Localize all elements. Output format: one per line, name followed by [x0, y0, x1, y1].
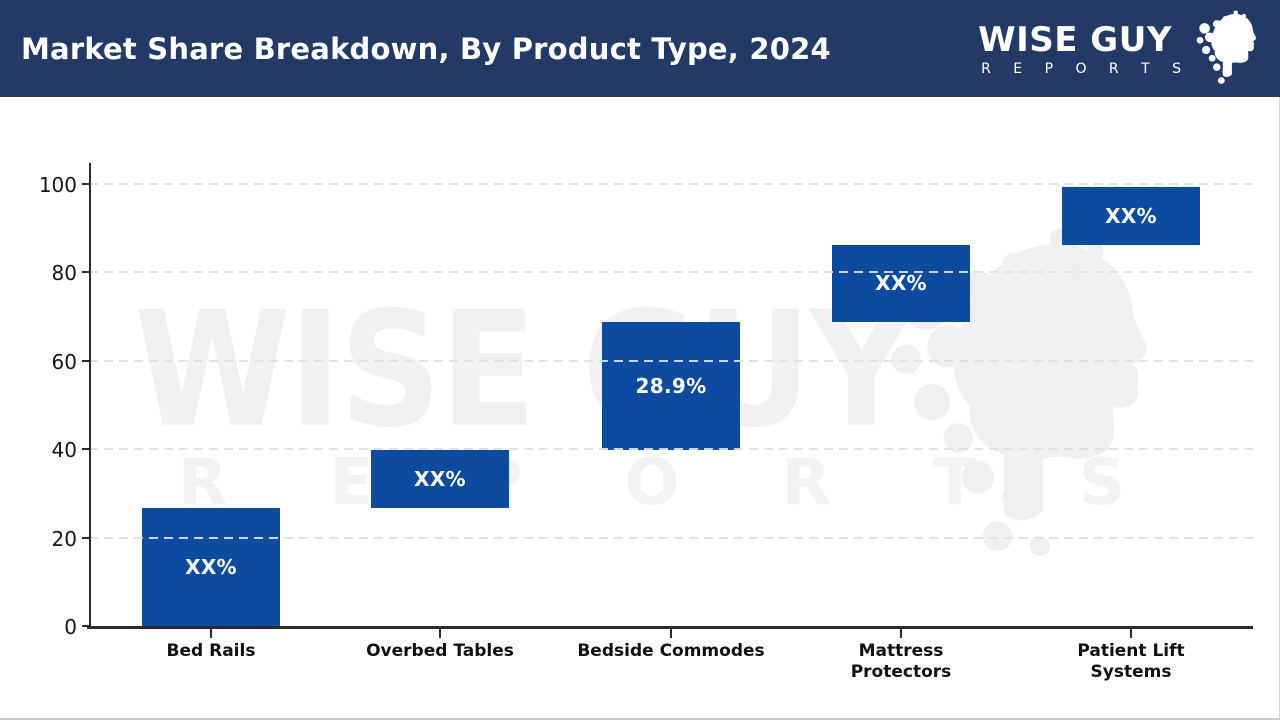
y-axis-spine — [89, 163, 91, 628]
y-tick — [82, 536, 89, 539]
page-title: Market Share Breakdown, By Product Type,… — [21, 31, 831, 66]
brand-head-icon — [1196, 10, 1256, 84]
category-label: Overbed Tables — [366, 641, 514, 661]
watermark-head-icon — [891, 228, 1147, 556]
x-tick — [1130, 629, 1132, 638]
x-tick — [210, 629, 212, 638]
header-bar: Market Share Breakdown, By Product Type,… — [0, 0, 1280, 97]
y-tick — [82, 183, 89, 185]
bar-mattress-protectors: XX% — [832, 244, 970, 323]
x-axis-spine — [87, 626, 1253, 629]
category-label: Bed Rails — [166, 641, 256, 661]
category-label: Patient Lift Systems — [1077, 641, 1185, 683]
brand-line2: R E P O R T S — [981, 61, 1190, 77]
x-tick — [900, 629, 902, 638]
y-tick — [82, 271, 89, 274]
y-tick-label: 60 — [51, 349, 77, 374]
x-tick — [670, 629, 672, 638]
y-tick — [82, 625, 89, 627]
y-tick — [82, 448, 89, 451]
watermark-wordmark-line1: WISE GUY — [134, 278, 913, 463]
x-tick — [439, 629, 441, 638]
bar-bed-rails: XX% — [142, 507, 280, 626]
bar-bedside-commodes: 28.9% — [602, 322, 740, 451]
brand-logo: WISE GUY R E P O R T S — [978, 8, 1266, 92]
bar-patient-lift-systems: XX% — [1062, 186, 1200, 245]
y-tick-label: 100 — [38, 173, 77, 197]
y-tick-label: 40 — [51, 438, 77, 463]
brand-line1: WISE GUY — [978, 20, 1172, 60]
bar-value-label: 28.9% — [635, 374, 707, 399]
y-tick-label: 80 — [51, 261, 77, 286]
bar-value-label: XX% — [1105, 203, 1157, 228]
bar-value-label: XX% — [185, 554, 237, 579]
y-tick-label: 20 — [51, 526, 77, 551]
bar-overbed-tables: XX% — [371, 450, 509, 508]
y-tick-label: 0 — [64, 615, 77, 639]
bar-value-label: XX% — [875, 271, 927, 296]
bar-value-label: XX% — [414, 467, 466, 492]
category-label: Mattress Protectors — [850, 641, 952, 683]
category-label: Bedside Commodes — [577, 641, 765, 661]
brand-wordmark: WISE GUY R E P O R T S — [978, 23, 1190, 77]
y-tick — [82, 359, 89, 362]
